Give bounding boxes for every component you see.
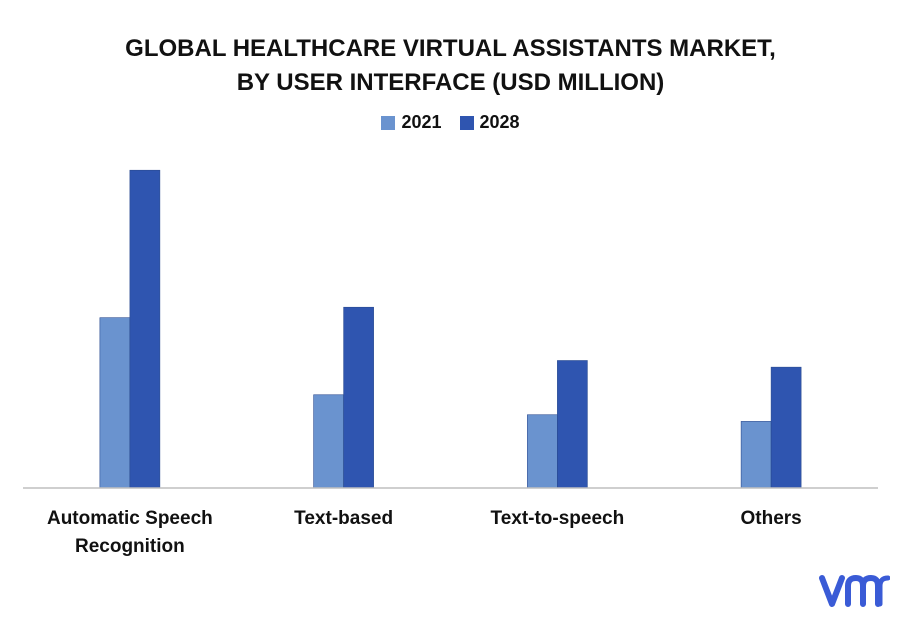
bar-2021-2: [527, 414, 558, 489]
bar-2028-0: [129, 169, 161, 489]
vmr-logo: [819, 574, 890, 607]
legend-swatch-2028: [459, 115, 474, 130]
chart-title-line-2: BY USER INTERFACE (USD MILLION): [236, 69, 665, 96]
legend-swatch-2021: [381, 115, 396, 130]
legend-label-2021: 2021: [401, 112, 442, 132]
bar-2028-1: [343, 306, 374, 489]
chart-title: GLOBAL HEALTHCARE VIRTUAL ASSISTANTS MAR…: [0, 32, 901, 100]
x-tick-label-0-0: Automatic Speech: [47, 508, 213, 529]
bar-2028-3: [770, 366, 802, 489]
x-tick-label-3-0: Others: [741, 508, 802, 529]
legend-label-2028: 2028: [479, 112, 520, 132]
x-tick-label-0-1: Recognition: [75, 536, 185, 557]
x-tick-label-2-0: Text-to-speech: [491, 508, 625, 529]
bar-2028-2: [557, 360, 588, 489]
bar-2021-1: [313, 394, 344, 489]
legend-item-2028: 2028: [459, 112, 520, 133]
chart-title-line-1: GLOBAL HEALTHCARE VIRTUAL ASSISTANTS MAR…: [125, 35, 776, 62]
chart-legend: 2021 2028: [0, 112, 901, 133]
legend-item-2021: 2021: [381, 112, 442, 133]
x-tick-label-1-0: Text-based: [294, 508, 393, 529]
bar-2021-0: [99, 317, 131, 489]
bar-2021-3: [740, 421, 772, 489]
